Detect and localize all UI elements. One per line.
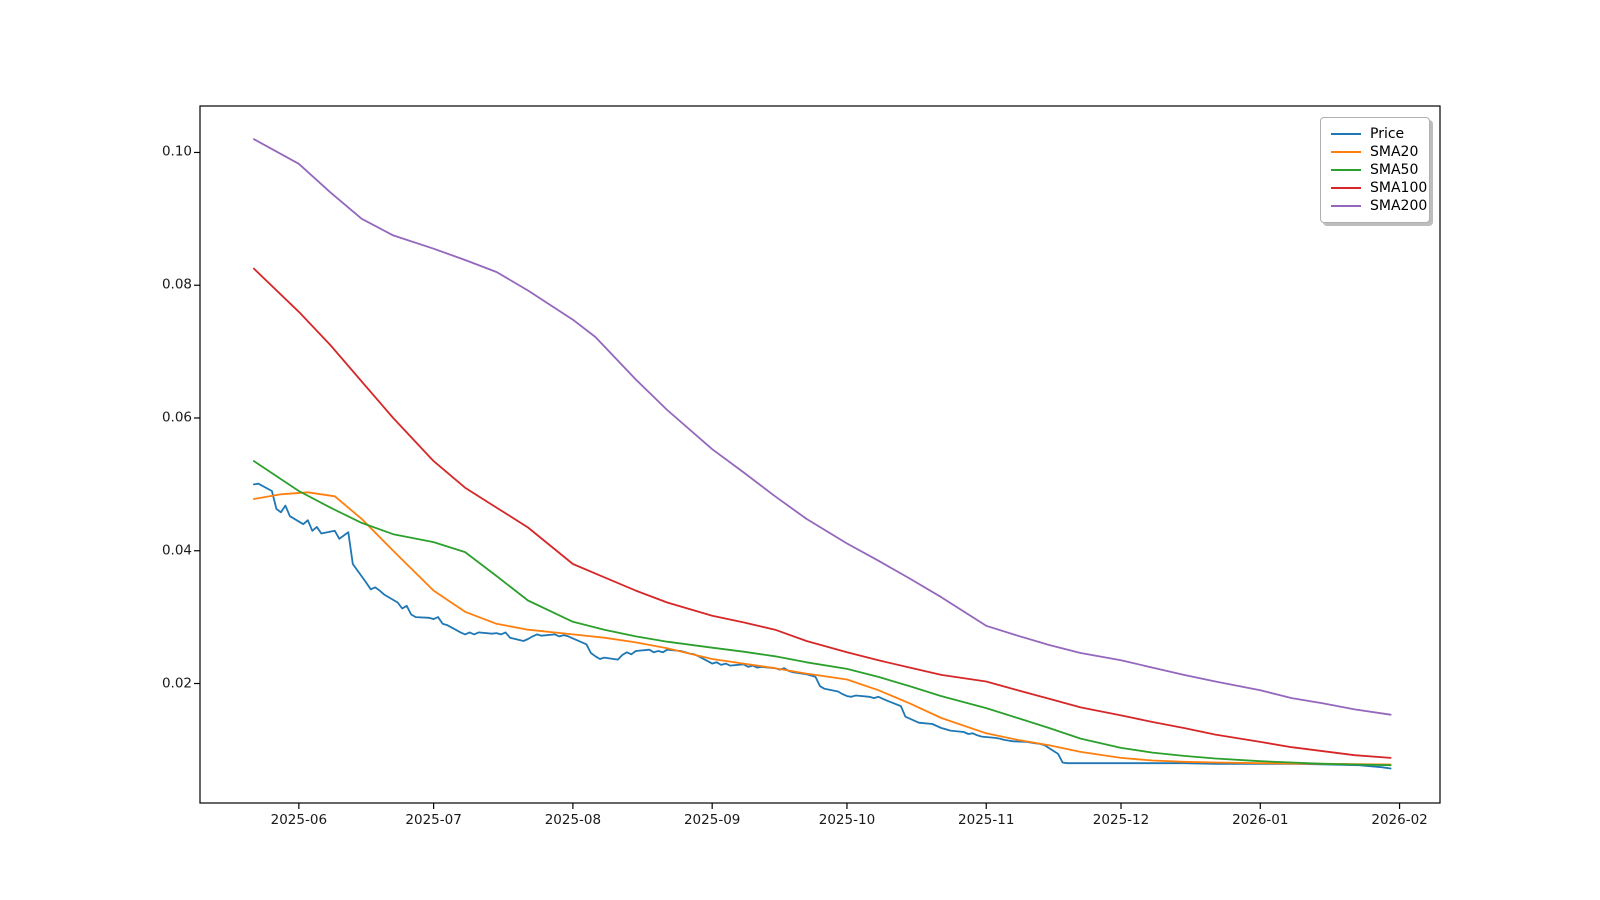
- y-tick-label: 0.06: [161, 409, 192, 426]
- series-line-sma20: [252, 491, 1392, 766]
- x-tick-label: 2026-02: [1371, 812, 1428, 828]
- series-line-sma100: [252, 267, 1392, 759]
- y-tick-label: 0.08: [161, 276, 192, 293]
- legend-item-sma200: SMA200: [1331, 197, 1427, 215]
- x-tick-label: 2025-07: [405, 812, 462, 828]
- x-tick-label: 2026-01: [1232, 812, 1289, 828]
- series-line-price: [252, 482, 1392, 770]
- y-tick-label: 0.10: [161, 143, 192, 160]
- legend-line-sample: [1331, 169, 1361, 171]
- x-tick-label: 2025-09: [683, 812, 741, 828]
- legend-item-price: Price: [1331, 125, 1419, 143]
- series-line-sma200: [252, 138, 1392, 716]
- legend-label: SMA50: [1370, 162, 1419, 178]
- legend-line-sample: [1331, 133, 1361, 135]
- plot-frame: [199, 105, 1441, 804]
- x-tick-label: 2025-11: [958, 812, 1015, 828]
- legend-label: SMA20: [1370, 144, 1419, 160]
- x-tick-label: 2025-06: [270, 812, 328, 828]
- y-tick-label: 0.02: [161, 674, 192, 691]
- legend-label: SMA200: [1370, 198, 1428, 214]
- legend-label: SMA100: [1370, 180, 1428, 196]
- legend-line-sample: [1331, 205, 1361, 207]
- x-tick-label: 2025-10: [818, 812, 876, 828]
- x-tick-label: 2025-08: [544, 812, 602, 828]
- legend-item-sma20: SMA20: [1331, 143, 1419, 161]
- x-tick-label: 2025-12: [1092, 812, 1150, 828]
- legend: Price SMA20 SMA50 SMA100 SMA200: [1320, 117, 1430, 223]
- legend-label: Price: [1370, 126, 1405, 142]
- y-tick-label: 0.04: [161, 542, 192, 558]
- legend-line-sample: [1331, 151, 1361, 153]
- legend-item-sma50: SMA50: [1331, 161, 1419, 179]
- series-line-sma50: [252, 460, 1392, 767]
- legend-item-sma100: SMA100: [1331, 179, 1427, 197]
- legend-line-sample: [1331, 187, 1361, 189]
